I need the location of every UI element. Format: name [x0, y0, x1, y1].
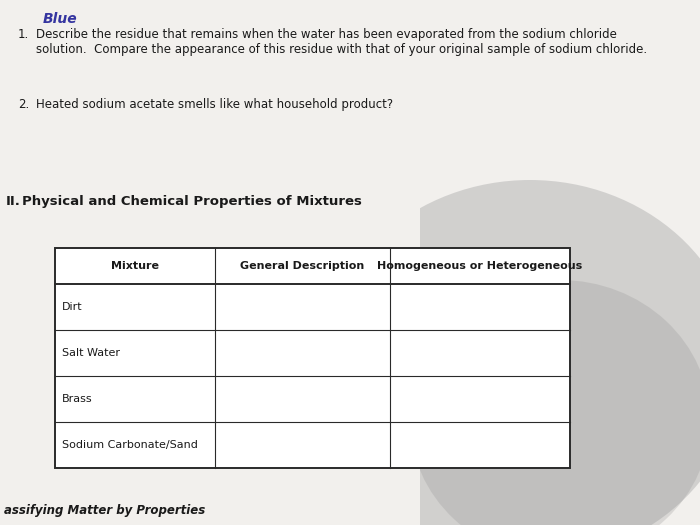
Ellipse shape	[320, 180, 700, 525]
Text: Mixture: Mixture	[111, 261, 159, 271]
Text: assifying Matter by Properties: assifying Matter by Properties	[4, 504, 205, 517]
Bar	[55, 248, 570, 468]
Bar	[0, 0, 420, 525]
Text: Sodium Carbonate/Sand: Sodium Carbonate/Sand	[62, 440, 198, 450]
Text: Salt Water: Salt Water	[62, 348, 120, 358]
Bar	[55, 248, 570, 468]
Text: Homogeneous or Heterogeneous: Homogeneous or Heterogeneous	[377, 261, 582, 271]
Text: solution.  Compare the appearance of this residue with that of your original sam: solution. Compare the appearance of this…	[36, 43, 647, 56]
Text: Dirt: Dirt	[62, 302, 83, 312]
Text: Brass: Brass	[62, 394, 92, 404]
Text: Describe the residue that remains when the water has been evaporated from the so: Describe the residue that remains when t…	[36, 28, 617, 41]
Text: II.: II.	[6, 195, 21, 208]
Text: Blue: Blue	[43, 12, 78, 26]
Text: General Description: General Description	[240, 261, 365, 271]
Text: 2.: 2.	[18, 98, 29, 111]
Text: Physical and Chemical Properties of Mixtures: Physical and Chemical Properties of Mixt…	[22, 195, 362, 208]
Text: Heated sodium acetate smells like what household product?: Heated sodium acetate smells like what h…	[36, 98, 393, 111]
Ellipse shape	[410, 280, 700, 525]
Text: 1.: 1.	[18, 28, 29, 41]
